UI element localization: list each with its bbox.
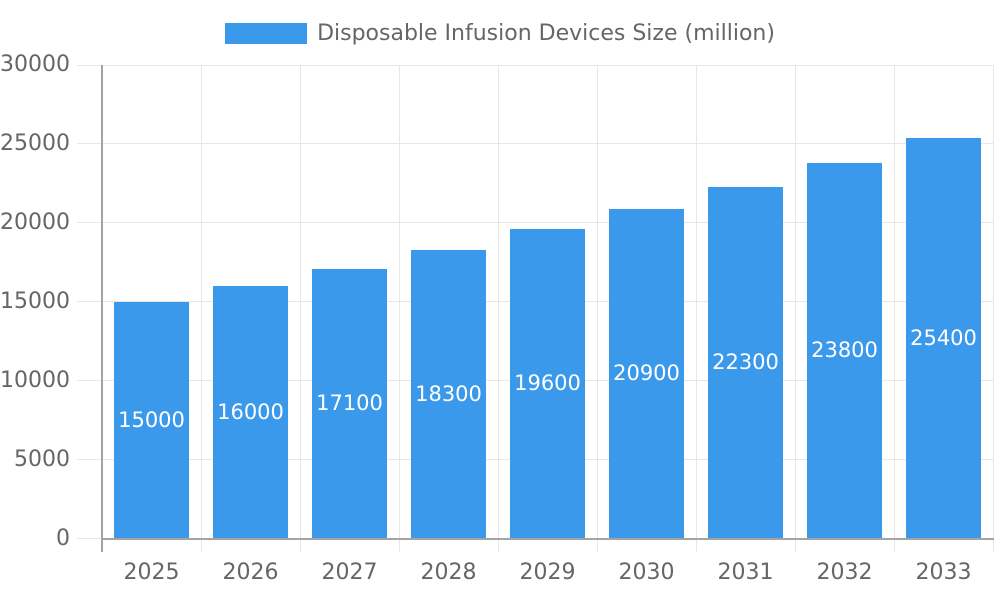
x-tick-label: 2025 [123, 560, 180, 585]
x-gridline [200, 65, 202, 552]
x-gridline [893, 65, 895, 552]
x-tick-label: 2026 [222, 560, 279, 585]
bar[interactable]: 25400 [906, 137, 981, 539]
bar-value-label: 22300 [712, 350, 779, 374]
x-tick-label: 2033 [915, 560, 972, 585]
bar[interactable]: 15000 [114, 301, 189, 539]
y-tick [77, 222, 102, 224]
bar-value-label: 19600 [514, 371, 581, 396]
bar-value-label: 17100 [316, 391, 383, 416]
x-tick-label: 2030 [618, 560, 675, 585]
y-tick [77, 143, 102, 145]
bar-value-label: 23800 [811, 338, 878, 363]
y-tick-label: 0 [56, 525, 70, 551]
y-gridline [102, 143, 993, 145]
y-tick [77, 380, 102, 382]
y-axis-line [101, 65, 103, 552]
legend-swatch-icon [225, 22, 308, 44]
bar[interactable]: 22300 [708, 186, 783, 539]
y-tick-label: 20000 [0, 209, 70, 235]
x-gridline [398, 65, 400, 552]
bar-value-label: 18300 [415, 381, 482, 406]
x-gridline [794, 65, 796, 552]
x-tick-label: 2031 [717, 560, 774, 585]
y-gridline [102, 64, 993, 66]
legend[interactable]: Disposable Infusion Devices Size (millio… [0, 20, 1000, 46]
y-tick-label: 30000 [0, 52, 70, 77]
x-axis-line [101, 537, 994, 540]
bar[interactable]: 18300 [411, 249, 486, 539]
x-gridline [596, 65, 598, 552]
y-tick-label: 10000 [0, 367, 70, 393]
x-tick-label: 2029 [519, 560, 576, 585]
bar-value-label: 15000 [118, 407, 185, 432]
y-tick [77, 64, 102, 66]
bar[interactable]: 17100 [312, 268, 387, 539]
bar[interactable]: 16000 [213, 285, 288, 539]
bar-value-label: 16000 [217, 399, 284, 424]
y-tick-label: 5000 [14, 446, 70, 472]
bar-value-label: 20900 [613, 361, 680, 386]
legend-label: Disposable Infusion Devices Size (millio… [317, 20, 775, 46]
x-gridline [299, 65, 301, 552]
bar[interactable]: 19600 [510, 229, 585, 539]
x-gridline [695, 65, 697, 552]
x-tick-label: 2027 [321, 560, 378, 585]
y-tick-label: 25000 [0, 130, 70, 156]
y-tick [77, 301, 102, 303]
bar[interactable]: 20900 [609, 208, 684, 539]
x-gridline [497, 65, 499, 552]
y-tick [77, 538, 102, 539]
bar-value-label: 25400 [910, 325, 977, 350]
y-tick [77, 459, 102, 461]
x-tick-label: 2028 [420, 560, 477, 585]
x-tick-label: 2032 [816, 560, 873, 585]
y-gridline [102, 222, 993, 224]
bar[interactable]: 23800 [807, 162, 882, 539]
y-tick-label: 15000 [0, 288, 70, 314]
x-gridline [992, 65, 994, 552]
